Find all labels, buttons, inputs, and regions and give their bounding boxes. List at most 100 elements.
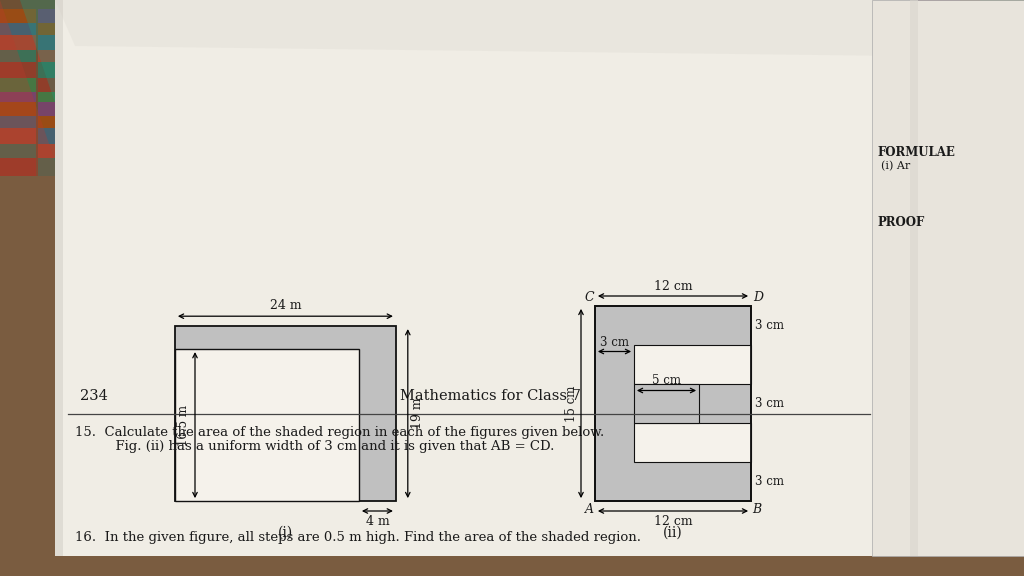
Bar	[266, 62, 302, 78]
Text: 3 cm: 3 cm	[600, 335, 629, 348]
Polygon shape	[55, 0, 918, 56]
Bar	[456, 102, 492, 116]
Bar	[570, 116, 606, 128]
Bar	[836, 78, 872, 92]
Bar	[684, 9, 720, 23]
Bar	[836, 128, 872, 144]
Bar	[646, 23, 682, 35]
Bar	[836, 102, 872, 116]
Bar	[950, 9, 986, 23]
Bar	[570, 23, 606, 35]
Bar	[494, 50, 530, 62]
Bar	[0, 144, 36, 158]
Bar	[722, 144, 758, 158]
Bar	[836, 158, 872, 176]
Bar	[532, 158, 568, 176]
Bar	[874, 78, 910, 92]
Bar	[418, 144, 454, 158]
Text: FORMULAE: FORMULAE	[877, 146, 954, 159]
Bar	[152, 35, 188, 50]
Bar	[114, 50, 150, 62]
Bar	[190, 23, 226, 35]
Bar	[608, 23, 644, 35]
Bar	[722, 62, 758, 78]
Bar	[532, 102, 568, 116]
Polygon shape	[660, 0, 780, 176]
Text: 3 cm: 3 cm	[755, 475, 784, 488]
Bar	[684, 116, 720, 128]
Bar	[418, 23, 454, 35]
Bar	[608, 78, 644, 92]
Bar	[874, 128, 910, 144]
Bar	[722, 92, 758, 102]
Bar	[456, 50, 492, 62]
Bar	[304, 144, 340, 158]
Bar	[760, 102, 796, 116]
Bar	[342, 102, 378, 116]
Bar	[798, 35, 834, 50]
Bar	[760, 92, 796, 102]
Bar	[0, 116, 36, 128]
Bar	[950, 158, 986, 176]
Bar	[190, 50, 226, 62]
Bar	[532, 62, 568, 78]
Bar	[380, 92, 416, 102]
Bar	[0, 0, 1024, 176]
Bar	[456, 128, 492, 144]
Bar	[76, 9, 112, 23]
Bar	[950, 78, 986, 92]
Bar	[190, 78, 226, 92]
Bar	[38, 9, 74, 23]
Text: 15.  Calculate the area of the shaded region in each of the figures given below.: 15. Calculate the area of the shaded reg…	[75, 426, 604, 439]
Bar	[304, 128, 340, 144]
Bar	[342, 158, 378, 176]
Bar	[988, 62, 1024, 78]
Bar	[684, 128, 720, 144]
Bar	[76, 50, 112, 62]
Bar	[646, 62, 682, 78]
Bar	[342, 128, 378, 144]
Bar	[570, 144, 606, 158]
Bar	[0, 35, 36, 50]
Bar	[646, 102, 682, 116]
Bar	[304, 23, 340, 35]
Bar	[950, 144, 986, 158]
Bar	[684, 78, 720, 92]
Bar	[114, 92, 150, 102]
Bar	[912, 78, 948, 92]
Bar	[456, 78, 492, 92]
Bar	[912, 9, 948, 23]
Bar	[532, 128, 568, 144]
Bar	[266, 78, 302, 92]
Bar	[456, 158, 492, 176]
Text: Fig. (ii) has a uniform width of 3 cm and it is given that AB = CD.: Fig. (ii) has a uniform width of 3 cm an…	[90, 440, 554, 453]
Bar	[152, 62, 188, 78]
Bar	[684, 102, 720, 116]
Bar	[0, 23, 36, 35]
Bar	[380, 128, 416, 144]
Bar	[0, 0, 1024, 176]
Polygon shape	[55, 0, 918, 556]
Bar	[798, 144, 834, 158]
Bar	[190, 144, 226, 158]
Bar	[76, 35, 112, 50]
Bar	[595, 306, 751, 501]
Bar	[76, 144, 112, 158]
Bar	[836, 35, 872, 50]
Bar	[152, 92, 188, 102]
Bar	[872, 0, 1024, 556]
Bar	[836, 144, 872, 158]
Bar	[798, 9, 834, 23]
Text: D: D	[753, 291, 763, 304]
Bar	[608, 9, 644, 23]
Polygon shape	[20, 0, 140, 176]
Bar	[38, 116, 74, 128]
Text: C: C	[585, 291, 594, 304]
Bar	[760, 128, 796, 144]
Bar	[722, 9, 758, 23]
Bar	[646, 116, 682, 128]
Bar	[684, 50, 720, 62]
Bar	[76, 128, 112, 144]
Bar	[722, 35, 758, 50]
Polygon shape	[820, 0, 940, 176]
